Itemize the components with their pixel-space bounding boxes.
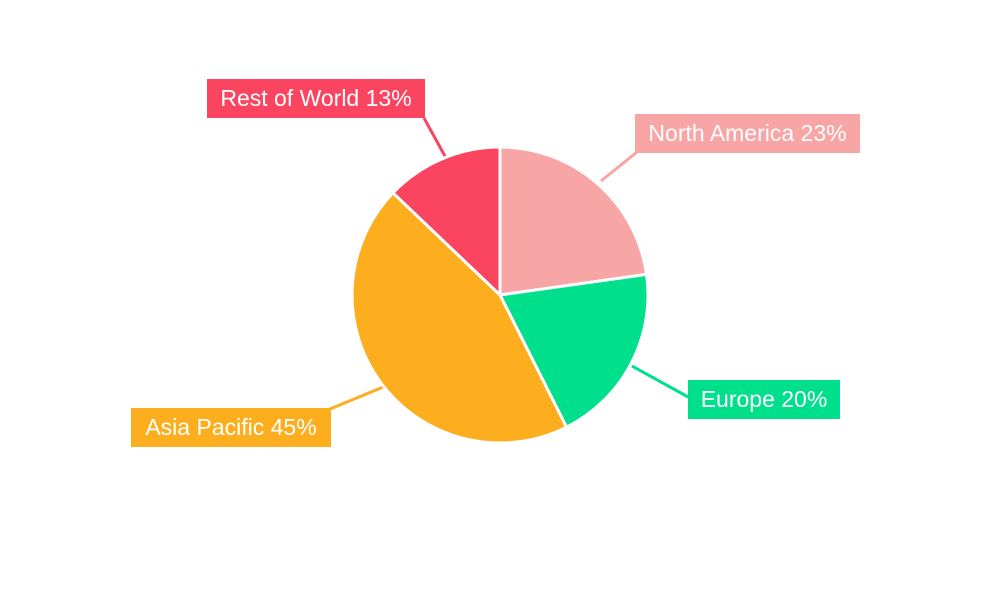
pie-slices-group: [350, 145, 650, 445]
callout-label-north-america: North America 23%: [648, 120, 847, 146]
leader-line-rest-of-world: [422, 117, 448, 159]
pie-slice-europe[interactable]: [498, 272, 650, 429]
callout-label-rest-of-world: Rest of World 13%: [220, 85, 412, 111]
callout-label-europe: Europe 20%: [700, 386, 828, 412]
pie-slice-rest-of-world[interactable]: [391, 145, 502, 297]
leader-lines-group: [329, 117, 691, 411]
pie-slice-asia-pacific[interactable]: [350, 191, 569, 445]
pie-slice-north-america[interactable]: [498, 145, 649, 297]
callout-box-north-america[interactable]: North America 23%: [635, 114, 860, 153]
leader-line-north-america: [600, 150, 638, 183]
callout-box-europe[interactable]: Europe 20%: [688, 380, 840, 419]
leader-line-asia-pacific: [329, 383, 389, 411]
leader-line-europe: [631, 364, 691, 400]
callout-box-asia-pacific[interactable]: Asia Pacific 45%: [131, 408, 331, 447]
callout-box-rest-of-world[interactable]: Rest of World 13%: [207, 79, 425, 118]
callout-label-asia-pacific: Asia Pacific 45%: [145, 414, 317, 440]
